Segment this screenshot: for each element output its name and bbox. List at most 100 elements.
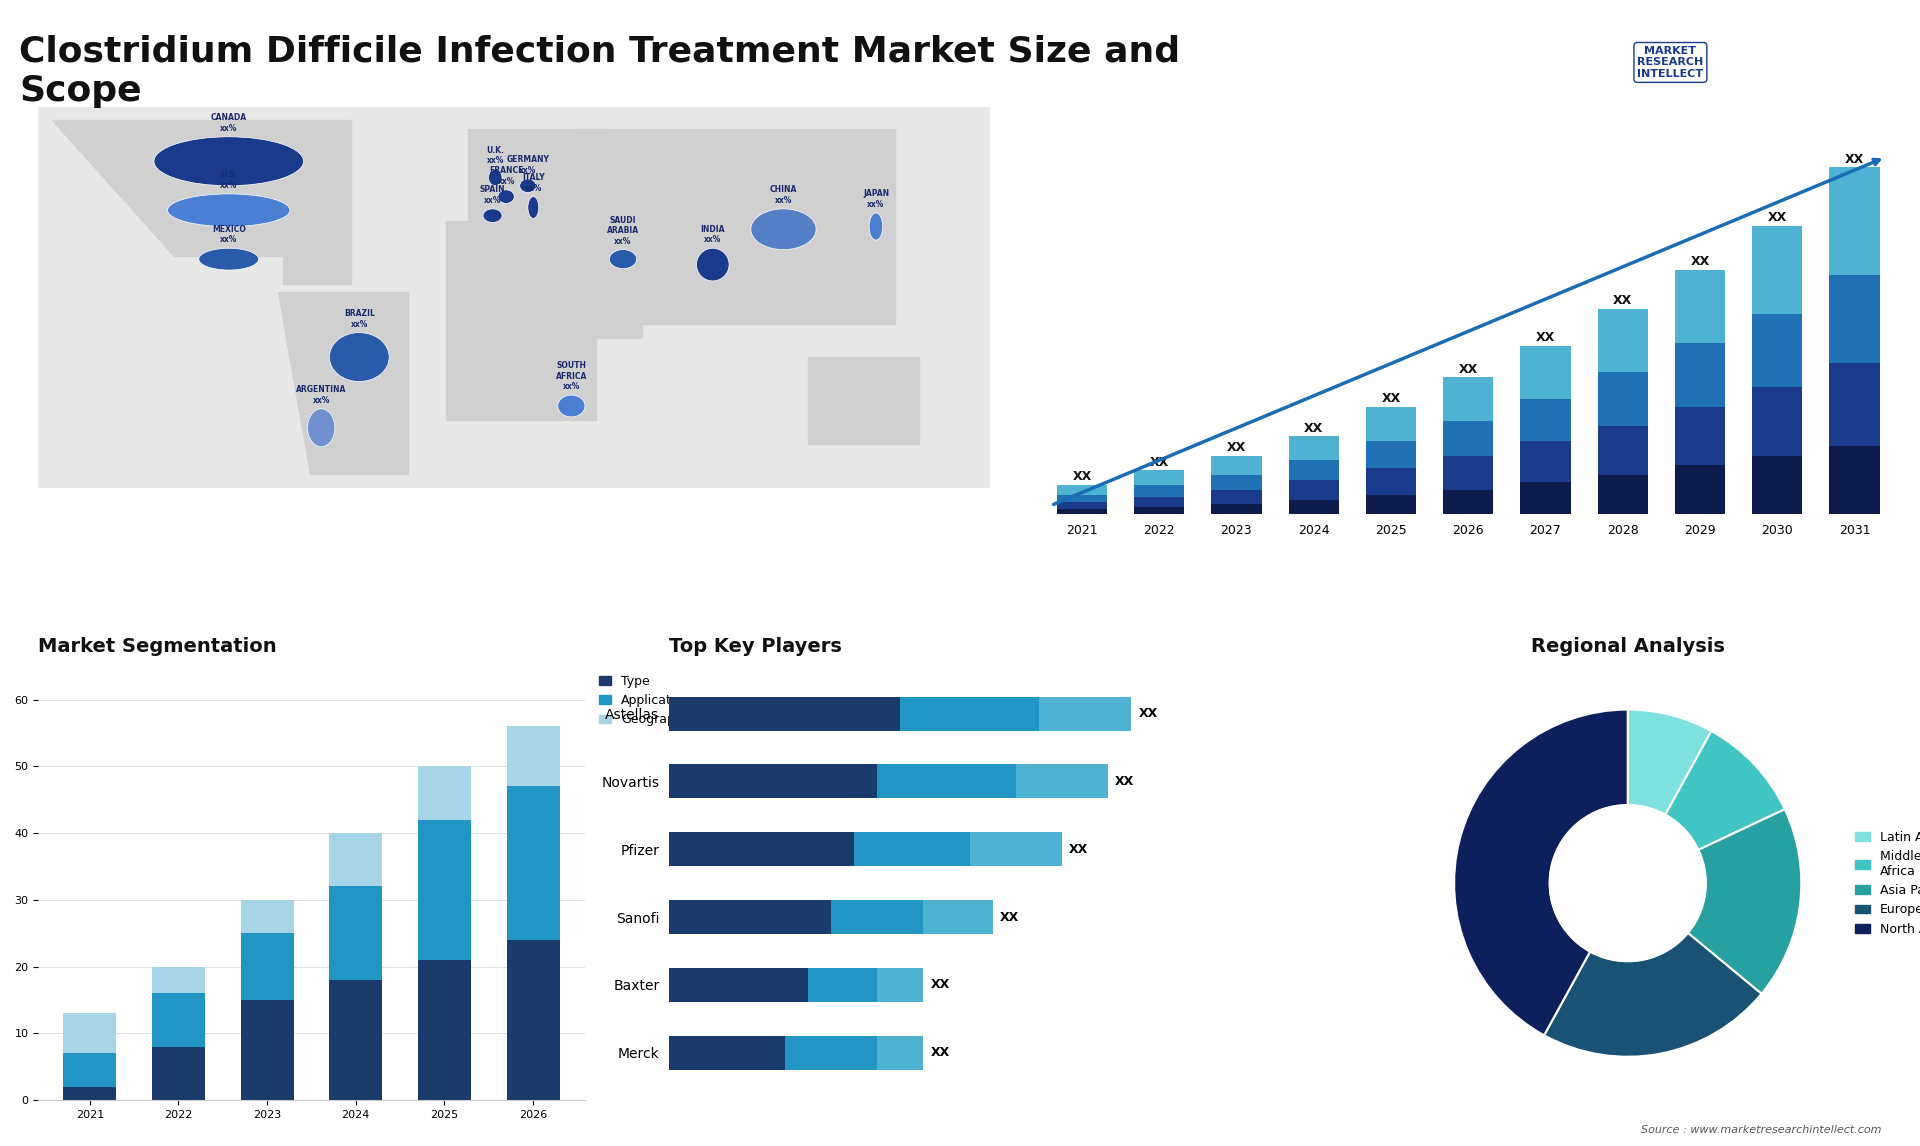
Bar [1212, 489, 1261, 504]
Ellipse shape [488, 170, 501, 186]
Polygon shape [808, 358, 920, 444]
Text: JAPAN
xx%: JAPAN xx% [862, 189, 889, 209]
Text: XX: XX [1690, 256, 1709, 268]
Ellipse shape [200, 249, 259, 270]
Bar [670, 1036, 785, 1069]
Bar [1288, 435, 1338, 461]
Text: SOUTH
AFRICA
xx%: SOUTH AFRICA xx% [555, 361, 588, 391]
Ellipse shape [870, 213, 883, 241]
Text: XX: XX [1071, 470, 1092, 484]
Wedge shape [1688, 809, 1801, 994]
Text: ARGENTINA
xx%: ARGENTINA xx% [296, 385, 346, 405]
Bar [419, 819, 470, 960]
Bar [877, 1036, 924, 1069]
Bar [507, 940, 561, 1100]
Ellipse shape [330, 332, 390, 382]
Bar [1056, 485, 1108, 495]
Text: ITALY
xx%: ITALY xx% [522, 173, 545, 193]
Text: SAUDI
ARABIA
xx%: SAUDI ARABIA xx% [607, 215, 639, 245]
Bar [240, 933, 294, 1000]
Bar [785, 1036, 877, 1069]
Text: CHINA
xx%: CHINA xx% [770, 186, 797, 205]
Bar [1753, 226, 1803, 314]
Bar [1521, 482, 1571, 515]
Ellipse shape [609, 250, 637, 268]
Bar [1674, 465, 1724, 515]
Bar [1753, 387, 1803, 456]
Bar [1135, 485, 1185, 497]
Bar [1597, 426, 1647, 476]
Ellipse shape [697, 249, 730, 281]
Text: XX: XX [1150, 456, 1169, 469]
Bar [1753, 314, 1803, 387]
Bar [970, 832, 1062, 866]
Bar [419, 960, 470, 1100]
Bar [1830, 362, 1880, 446]
Bar [63, 1013, 117, 1053]
Bar [1597, 476, 1647, 515]
Text: XX: XX [1536, 331, 1555, 344]
Text: Market Segmentation: Market Segmentation [38, 637, 276, 657]
Bar [1365, 468, 1417, 495]
Bar [1016, 764, 1108, 799]
Ellipse shape [307, 409, 334, 447]
Bar [1521, 441, 1571, 482]
Bar [808, 968, 877, 1002]
Text: MEXICO
xx%: MEXICO xx% [211, 225, 246, 244]
Bar [328, 833, 382, 887]
Ellipse shape [154, 136, 303, 186]
Bar [1365, 441, 1417, 468]
Bar [1674, 269, 1724, 343]
Text: Top Key Players: Top Key Players [670, 637, 843, 657]
Text: XX: XX [1613, 295, 1632, 307]
Text: Source : www.marketresearchintellect.com: Source : www.marketresearchintellect.com [1642, 1124, 1882, 1135]
Bar [1288, 500, 1338, 515]
Bar [152, 994, 205, 1046]
Bar [507, 727, 561, 786]
Text: U.S.
xx%: U.S. xx% [221, 171, 238, 190]
Bar [1597, 308, 1647, 372]
Bar [1444, 456, 1494, 489]
Bar [63, 1053, 117, 1086]
Ellipse shape [497, 190, 515, 203]
Wedge shape [1544, 933, 1761, 1057]
Text: XX: XX [1845, 152, 1864, 165]
Bar [240, 1000, 294, 1100]
Bar [670, 764, 877, 799]
Polygon shape [445, 221, 641, 419]
Bar [328, 887, 382, 980]
Bar [831, 900, 924, 934]
Bar [240, 900, 294, 933]
Legend: Type, Application, Geography: Type, Application, Geography [597, 673, 693, 729]
Ellipse shape [751, 209, 816, 250]
Bar [1212, 476, 1261, 489]
Bar [670, 697, 900, 730]
Text: XX: XX [931, 1046, 950, 1059]
Text: XX: XX [1116, 775, 1135, 788]
Text: MARKET
RESEARCH
INTELLECT: MARKET RESEARCH INTELLECT [1638, 46, 1703, 79]
Bar [1444, 422, 1494, 456]
Bar [1753, 456, 1803, 515]
Bar [1365, 495, 1417, 515]
Text: INDIA
xx%: INDIA xx% [701, 225, 726, 244]
Bar [1056, 509, 1108, 515]
Text: XX: XX [1227, 441, 1246, 454]
Wedge shape [1665, 731, 1786, 850]
Text: XX: XX [1304, 422, 1323, 434]
Bar [1056, 495, 1108, 502]
Wedge shape [1453, 709, 1628, 1035]
Ellipse shape [167, 194, 290, 227]
Text: Clostridium Difficile Infection Treatment Market Size and
Scope: Clostridium Difficile Infection Treatmen… [19, 34, 1181, 108]
Bar [1444, 489, 1494, 515]
Bar [1288, 461, 1338, 480]
Text: BRAZIL
xx%: BRAZIL xx% [344, 309, 374, 329]
Wedge shape [1628, 709, 1711, 815]
Text: GERMANY
xx%: GERMANY xx% [507, 156, 549, 175]
Bar [1521, 346, 1571, 399]
Bar [1674, 407, 1724, 465]
Bar [1135, 497, 1185, 507]
Ellipse shape [484, 209, 501, 222]
Bar [1830, 275, 1880, 362]
Bar [1039, 697, 1131, 730]
Bar [507, 786, 561, 940]
